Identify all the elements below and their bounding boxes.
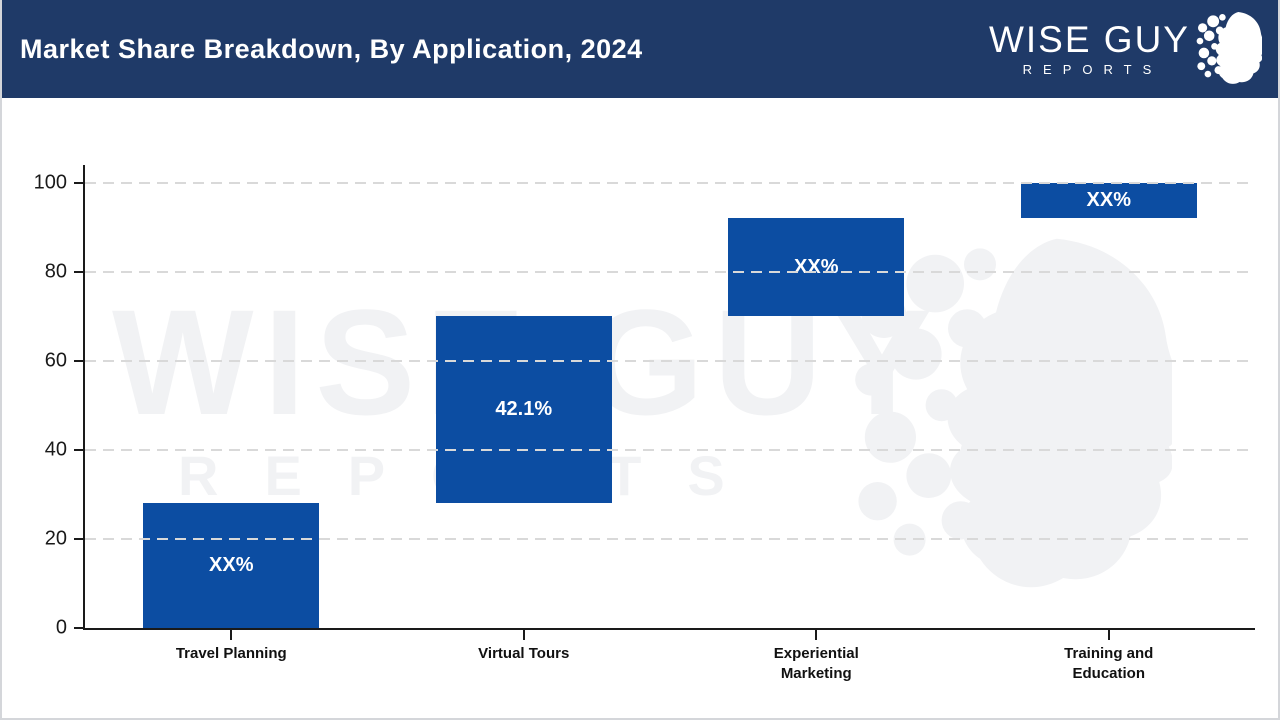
brand-logo-text: WISE GUY REPORTS bbox=[989, 21, 1190, 77]
gridline-y-80 bbox=[85, 270, 1255, 273]
x-tick-mark bbox=[230, 630, 233, 640]
bar-value-label: XX% bbox=[794, 255, 839, 278]
x-axis-line bbox=[83, 628, 1255, 630]
x-tick-label-line: Travel Planning bbox=[175, 645, 287, 662]
y-tick-label: 40 bbox=[44, 438, 67, 461]
brand-name: WISE GUY bbox=[988, 19, 1190, 60]
bar-value-label: XX% bbox=[209, 554, 254, 577]
brand-face-icon bbox=[1196, 9, 1262, 89]
chart-title: Market Share Breakdown, By Application, … bbox=[20, 33, 643, 64]
x-tick-label-line: Experiential bbox=[773, 645, 859, 662]
brand-logo: WISE GUY REPORTS bbox=[989, 9, 1262, 89]
plot-area: 0 20 40 60 80 100 XX% Travel Planning 42.1% Virtu… bbox=[34, 165, 1255, 682]
brand-subtitle: REPORTS bbox=[1022, 62, 1163, 77]
x-tick-label-travel-planning: Travel Planning bbox=[121, 644, 341, 664]
x-tick-label-experiential-marketing: Experiential Marketing bbox=[706, 644, 926, 685]
y-axis-line bbox=[83, 165, 85, 628]
y-tick-mark bbox=[74, 270, 83, 273]
y-tick-label: 100 bbox=[33, 171, 67, 194]
gridline-y-20 bbox=[85, 537, 1255, 540]
bar-travel-planning: XX% bbox=[143, 503, 320, 628]
x-tick-mark bbox=[815, 630, 818, 640]
x-tick-label-line: Training and bbox=[1064, 645, 1154, 662]
x-tick-mark bbox=[522, 630, 525, 640]
gridline-y-100 bbox=[85, 181, 1255, 184]
y-tick-mark bbox=[74, 627, 83, 629]
y-tick-label: 60 bbox=[44, 349, 67, 372]
y-tick-label: 20 bbox=[44, 527, 67, 550]
bar-value-label: XX% bbox=[1086, 189, 1131, 212]
x-tick-label-line: Education bbox=[1072, 665, 1145, 683]
bar-training-and-education: XX% bbox=[1020, 182, 1197, 219]
bar-value-label: 42.1% bbox=[495, 398, 553, 421]
x-tick-label-training-and-education: Training and Education bbox=[999, 644, 1219, 685]
y-tick-label: 80 bbox=[44, 260, 67, 283]
y-tick-mark bbox=[74, 448, 83, 451]
bar-virtual-tours: 42.1% bbox=[435, 315, 612, 504]
y-tick-mark bbox=[74, 537, 83, 540]
x-tick-label-virtual-tours: Virtual Tours bbox=[414, 644, 634, 664]
gridline-y-60 bbox=[85, 359, 1255, 362]
y-tick-mark bbox=[74, 359, 83, 362]
x-tick-mark bbox=[1107, 630, 1110, 640]
x-tick-label-line: Virtual Tours bbox=[478, 645, 570, 662]
x-tick-label-line: Marketing bbox=[780, 665, 852, 683]
y-tick-mark bbox=[74, 181, 83, 184]
y-tick-label: 0 bbox=[55, 616, 67, 639]
bar-experiential-marketing: XX% bbox=[728, 218, 905, 316]
gridline-y-40 bbox=[85, 448, 1255, 451]
header-bar: Market Share Breakdown, By Application, … bbox=[0, 0, 1280, 98]
